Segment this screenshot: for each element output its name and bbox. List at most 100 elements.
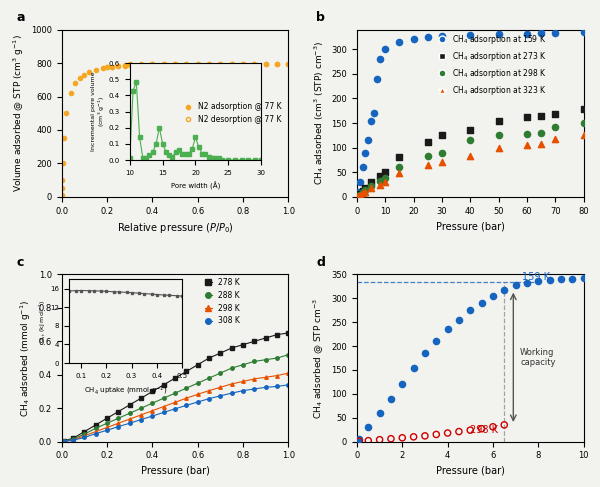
N2 adsorption @ 77 K (115, 63, 122, 69)
Point (361, 188, 370, 196)
Point (550, 111, 560, 118)
Point (367, 185, 376, 192)
N2 adsorption @ 77 K (194, 61, 202, 67)
N2 adsorption @ 77 K (99, 65, 106, 71)
N2 adsorption @ 77 K (58, 192, 65, 198)
Point (437, 158, 447, 166)
Point (550, 135, 560, 143)
Point (522, 113, 532, 121)
N2 desorption @ 77 K (217, 61, 224, 67)
Point (355, 178, 365, 186)
N2 desorption @ 77 K (172, 61, 179, 67)
N2 adsorption @ 77 K (63, 110, 70, 116)
N2 desorption @ 77 K (285, 61, 292, 67)
Point (372, 75, 382, 83)
Point (353, 188, 363, 196)
N2 adsorption @ 77 K (274, 61, 281, 67)
Point (380, 169, 390, 176)
N2 adsorption @ 77 K (239, 61, 247, 67)
Text: d: d (316, 256, 325, 269)
Point (375, 172, 385, 180)
Point (367, 178, 376, 186)
N2 adsorption @ 77 K (160, 61, 167, 67)
N2 adsorption @ 77 K (183, 61, 190, 67)
Point (466, 127, 475, 134)
Point (579, 131, 589, 139)
Point (466, 136, 475, 144)
N2 desorption @ 77 K (104, 64, 111, 70)
Point (420, 349, 430, 357)
Point (395, 169, 404, 177)
Point (352, 192, 362, 200)
Point (352, 193, 362, 201)
Text: c: c (16, 256, 24, 269)
Point (380, 178, 390, 186)
Point (355, 435, 364, 443)
Point (409, 433, 418, 441)
N2 desorption @ 77 K (137, 61, 145, 67)
Line: N2 adsorption @ 77 K: N2 adsorption @ 77 K (60, 62, 290, 197)
Y-axis label: CH$_4$ adsorbed (mmol g$^{-1}$): CH$_4$ adsorbed (mmol g$^{-1}$) (19, 300, 33, 416)
N2 adsorption @ 77 K (149, 61, 156, 67)
Point (522, 279, 532, 287)
Point (423, 33, 433, 41)
N2 desorption @ 77 K (228, 61, 235, 67)
Point (397, 380, 407, 388)
Y-axis label: CH$_4$ adsorbed @ STP cm$^{-3}$: CH$_4$ adsorbed @ STP cm$^{-3}$ (311, 298, 326, 419)
N2 adsorption @ 77 K (81, 72, 88, 78)
Point (550, 123, 560, 131)
Legend: 278 K, 288 K, 298 K, 308 K: 278 K, 288 K, 298 K, 308 K (202, 275, 244, 329)
Point (494, 117, 503, 125)
Point (380, 45, 390, 53)
Point (466, 426, 475, 434)
N2 desorption @ 77 K (274, 61, 281, 67)
Point (477, 299, 487, 307)
N2 adsorption @ 77 K (67, 90, 74, 96)
Point (364, 437, 373, 445)
N2 adsorption @ 77 K (285, 61, 292, 67)
Point (431, 337, 441, 345)
Point (536, 140, 546, 148)
Point (545, 276, 554, 284)
Point (395, 164, 404, 171)
Point (494, 30, 503, 38)
Point (375, 55, 385, 63)
N2 adsorption @ 77 K (205, 61, 212, 67)
Legend: CH$_4$ adsorption at 159 K, CH$_4$ adsorption at 273 K, CH$_4$ adsorption at 298: CH$_4$ adsorption at 159 K, CH$_4$ adsor… (436, 30, 550, 100)
Point (361, 149, 370, 156)
Point (355, 190, 365, 198)
Point (386, 435, 396, 443)
Point (579, 119, 589, 127)
Point (556, 275, 566, 283)
Point (522, 141, 532, 149)
N2 adsorption @ 77 K (122, 63, 129, 69)
Point (499, 421, 509, 429)
Point (477, 425, 487, 432)
Point (358, 189, 367, 197)
Point (550, 29, 560, 37)
Point (579, 28, 589, 36)
N2 adsorption @ 77 K (262, 61, 269, 67)
Point (423, 138, 433, 146)
N2 desorption @ 77 K (160, 61, 167, 67)
Point (454, 428, 464, 435)
N2 adsorption @ 77 K (104, 64, 111, 70)
Point (423, 161, 433, 169)
Point (352, 192, 362, 200)
Point (361, 186, 370, 194)
Point (353, 192, 363, 200)
N2 desorption @ 77 K (108, 64, 115, 70)
Point (488, 292, 498, 300)
Point (358, 164, 367, 171)
N2 adsorption @ 77 K (61, 135, 68, 141)
N2 adsorption @ 77 K (251, 61, 258, 67)
Point (511, 281, 520, 289)
Text: a: a (16, 11, 25, 24)
Legend: N2 adsorption @ 77 K, N2 desorption @ 77 K: N2 adsorption @ 77 K, N2 desorption @ 77… (181, 99, 284, 127)
Point (358, 188, 367, 196)
Point (375, 177, 385, 185)
N2 desorption @ 77 K (115, 63, 122, 69)
Text: 159 K: 159 K (523, 272, 550, 281)
N2 desorption @ 77 K (205, 61, 212, 67)
Point (443, 325, 452, 333)
